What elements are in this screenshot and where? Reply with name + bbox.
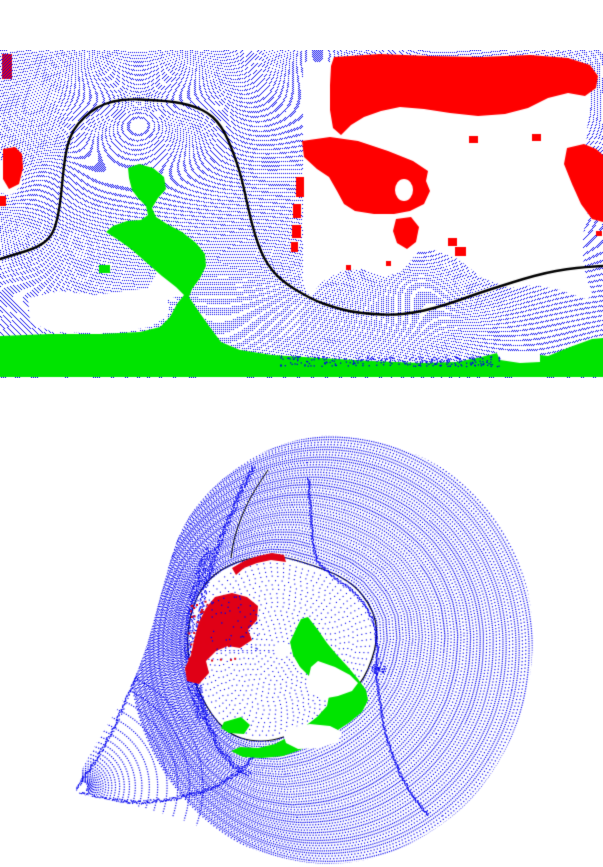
parameter-domain-plot <box>0 50 603 378</box>
surface-3d-plot <box>0 430 603 867</box>
